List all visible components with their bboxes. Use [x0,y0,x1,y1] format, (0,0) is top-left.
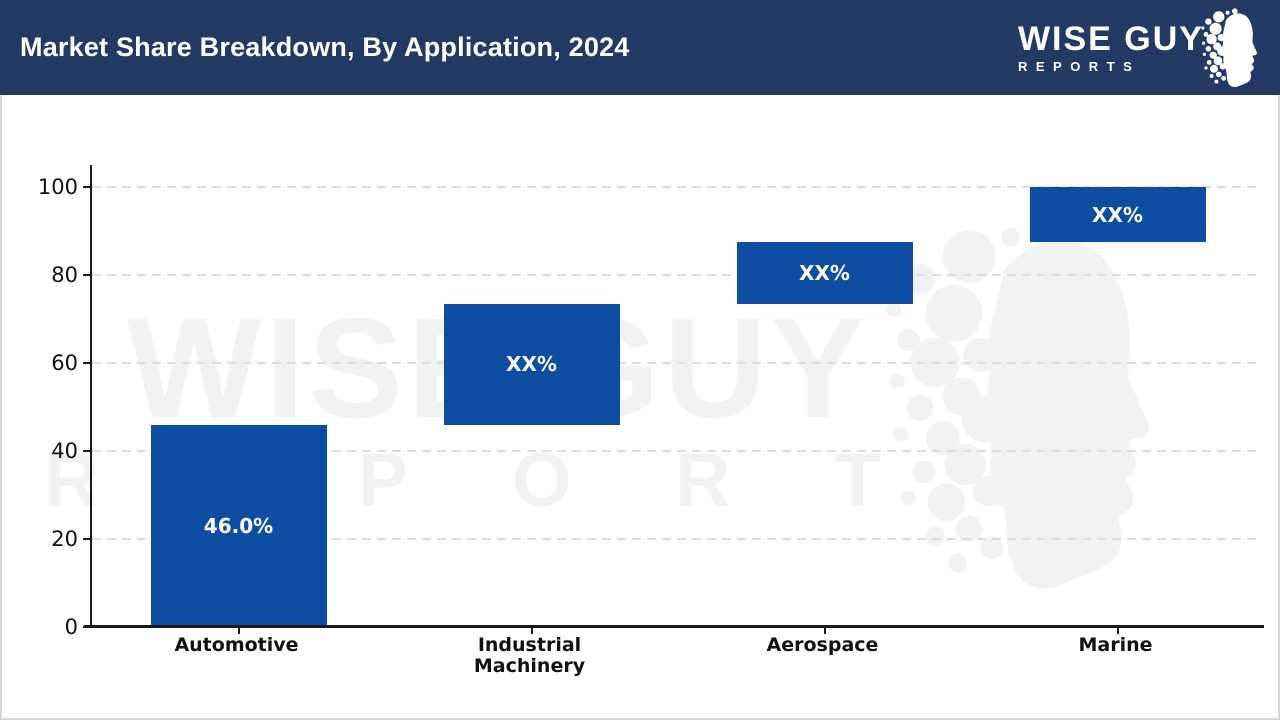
bar-aerospace: XX% [736,242,913,304]
x-tick-mark [1116,627,1119,634]
bar-value-label: 46.0% [203,513,274,538]
logo: WISE GUY REPORTS [1018,7,1262,88]
y-tick-label-20: 20 [51,527,78,551]
bar-value-label: XX% [506,352,557,377]
bar-automotive: 46.0% [150,424,327,627]
y-axis-labels: 0 20 40 60 80 100 [2,165,78,639]
x-tick-label-aerospace: Aerospace [766,634,879,656]
gridline-80 [92,274,1262,276]
y-tick-label-60: 60 [51,351,78,375]
gridline-20 [92,538,1262,540]
x-tick-mark [530,627,533,634]
bar-value-label: XX% [799,260,850,285]
x-axis-labels: Automotive Industrial Machinery Aerospace M… [90,635,1262,695]
header: Market Share Breakdown, By Application, … [0,0,1280,95]
x-tick-label-industrial-machinery: Industrial Machinery [473,634,586,677]
logo-text: WISE GUY REPORTS [1018,21,1204,74]
y-tick-mark-20 [83,538,90,540]
bar-marine: XX% [1029,187,1206,242]
plot-area: 46.0% XX% XX% XX% [83,165,1262,634]
y-tick-label-40: 40 [51,439,78,463]
y-tick-label-80: 80 [51,263,78,287]
x-tick-mark [823,627,826,634]
y-tick-mark-80 [83,274,90,276]
gridline-40 [92,450,1262,452]
logo-head-icon [1201,7,1257,87]
x-axis-line [84,625,1264,628]
gridline-100 [92,186,1262,188]
y-tick-mark-60 [83,362,90,364]
gridline-60 [92,362,1262,364]
x-tick-mark [237,627,240,634]
y-tick-mark-40 [83,450,90,452]
y-tick-label-0: 0 [64,615,78,639]
chart-card: WISE GUY REPORTS 0 20 40 60 80 100 46.0% XX% XX… [0,95,1280,720]
x-tick-label-marine: Marine [1078,634,1153,656]
bar-value-label: XX% [1092,202,1143,227]
page-title: Market Share Breakdown, By Application, … [20,32,630,62]
logo-subtext: REPORTS [1017,59,1141,74]
y-tick-mark-100 [83,186,90,188]
y-tick-label-100: 100 [37,175,78,199]
x-tick-label-automotive: Automotive [174,634,299,656]
logo-wordmark: WISE GUY [1017,20,1204,58]
bar-industrial-machinery: XX% [443,303,620,425]
